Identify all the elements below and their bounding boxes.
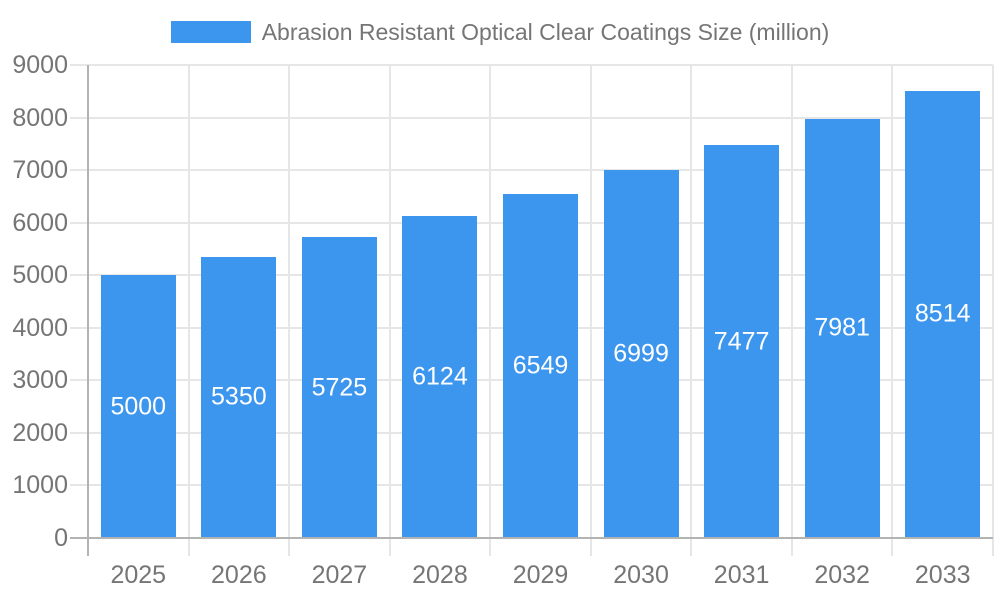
y-axis-tick (70, 64, 88, 66)
x-tick-label: 2029 (512, 561, 569, 589)
y-tick-label: 4000 (12, 313, 68, 342)
y-axis-tick (70, 274, 88, 277)
bar-value-label: 5725 (311, 373, 368, 402)
bar[interactable]: 7981 (804, 118, 880, 538)
legend-title: Abrasion Resistant Optical Clear Coating… (261, 19, 830, 45)
x-axis-tick (690, 538, 693, 556)
x-axis-tick (790, 538, 793, 556)
bar-value-label: 6999 (613, 339, 669, 368)
bar[interactable]: 5000 (100, 275, 176, 538)
bar[interactable]: 5725 (301, 237, 377, 538)
x-axis-tick (589, 538, 592, 556)
gridline-vertical (690, 65, 693, 538)
y-axis-tick (70, 379, 88, 382)
bar[interactable]: 6124 (402, 216, 478, 538)
bar[interactable]: 5350 (201, 256, 277, 538)
y-tick-label: 7000 (12, 156, 68, 185)
y-axis-tick (70, 169, 88, 172)
bar-value-label: 8514 (914, 299, 971, 328)
y-axis-tick (70, 484, 88, 487)
gridline-vertical (891, 65, 894, 538)
y-axis-tick (70, 116, 88, 119)
y-tick-label: 6000 (12, 208, 68, 237)
x-axis-line (70, 537, 993, 539)
x-tick-label: 2032 (814, 561, 870, 589)
legend-swatch-icon (170, 21, 251, 43)
y-tick-label: 8000 (12, 103, 68, 132)
legend: Abrasion Resistant Optical Clear Coating… (0, 19, 1000, 45)
gridline-vertical (187, 65, 190, 538)
gridline-horizontal (88, 116, 993, 119)
bar-value-label: 7477 (713, 327, 770, 355)
gridline-vertical (589, 65, 592, 538)
gridline-vertical (388, 65, 391, 538)
x-axis-tick (187, 538, 190, 556)
x-axis-tick (992, 538, 994, 556)
bar[interactable]: 8514 (905, 90, 981, 538)
bar[interactable]: 6549 (503, 193, 578, 538)
bar[interactable]: 7477 (704, 145, 780, 538)
x-tick-label: 2028 (412, 561, 468, 589)
gridline-vertical (489, 65, 492, 538)
y-axis-tick (70, 326, 88, 329)
y-tick-label: 5000 (12, 261, 68, 290)
gridline-vertical (288, 65, 291, 538)
y-tick-label: 3000 (12, 366, 68, 395)
y-tick-label: 2000 (12, 418, 68, 447)
y-axis-tick (70, 221, 88, 224)
bar-value-label: 5350 (211, 382, 267, 411)
x-tick-label: 2031 (713, 561, 770, 589)
y-tick-label: 1000 (12, 471, 68, 500)
gridline-horizontal (88, 169, 993, 172)
y-axis-line (87, 65, 89, 556)
y-tick-label: 0 (54, 524, 68, 552)
gridline-vertical (992, 65, 994, 538)
x-tick-label: 2030 (613, 561, 669, 589)
x-tick-label: 2025 (110, 561, 167, 589)
x-tick-label: 2027 (311, 561, 368, 589)
y-tick-label: 9000 (12, 51, 68, 79)
plot-area: 5000 5350 5725 6124 6549 6999 7477 7981 8514 (70, 64, 994, 556)
bar-value-label: 6549 (512, 351, 569, 380)
bar[interactable]: 6999 (603, 170, 679, 538)
x-tick-label: 2026 (211, 561, 267, 589)
x-axis-tick (288, 538, 291, 556)
x-axis-tick (388, 538, 391, 556)
gridline-horizontal (88, 64, 993, 66)
bar-value-label: 6124 (412, 362, 468, 391)
x-axis-tick (489, 538, 492, 556)
y-axis-tick (70, 431, 88, 434)
bar-value-label: 7981 (814, 313, 870, 342)
x-axis-tick (891, 538, 894, 556)
bar-value-label: 5000 (110, 392, 167, 421)
gridline-vertical (790, 65, 793, 538)
x-tick-label: 2033 (914, 561, 971, 589)
